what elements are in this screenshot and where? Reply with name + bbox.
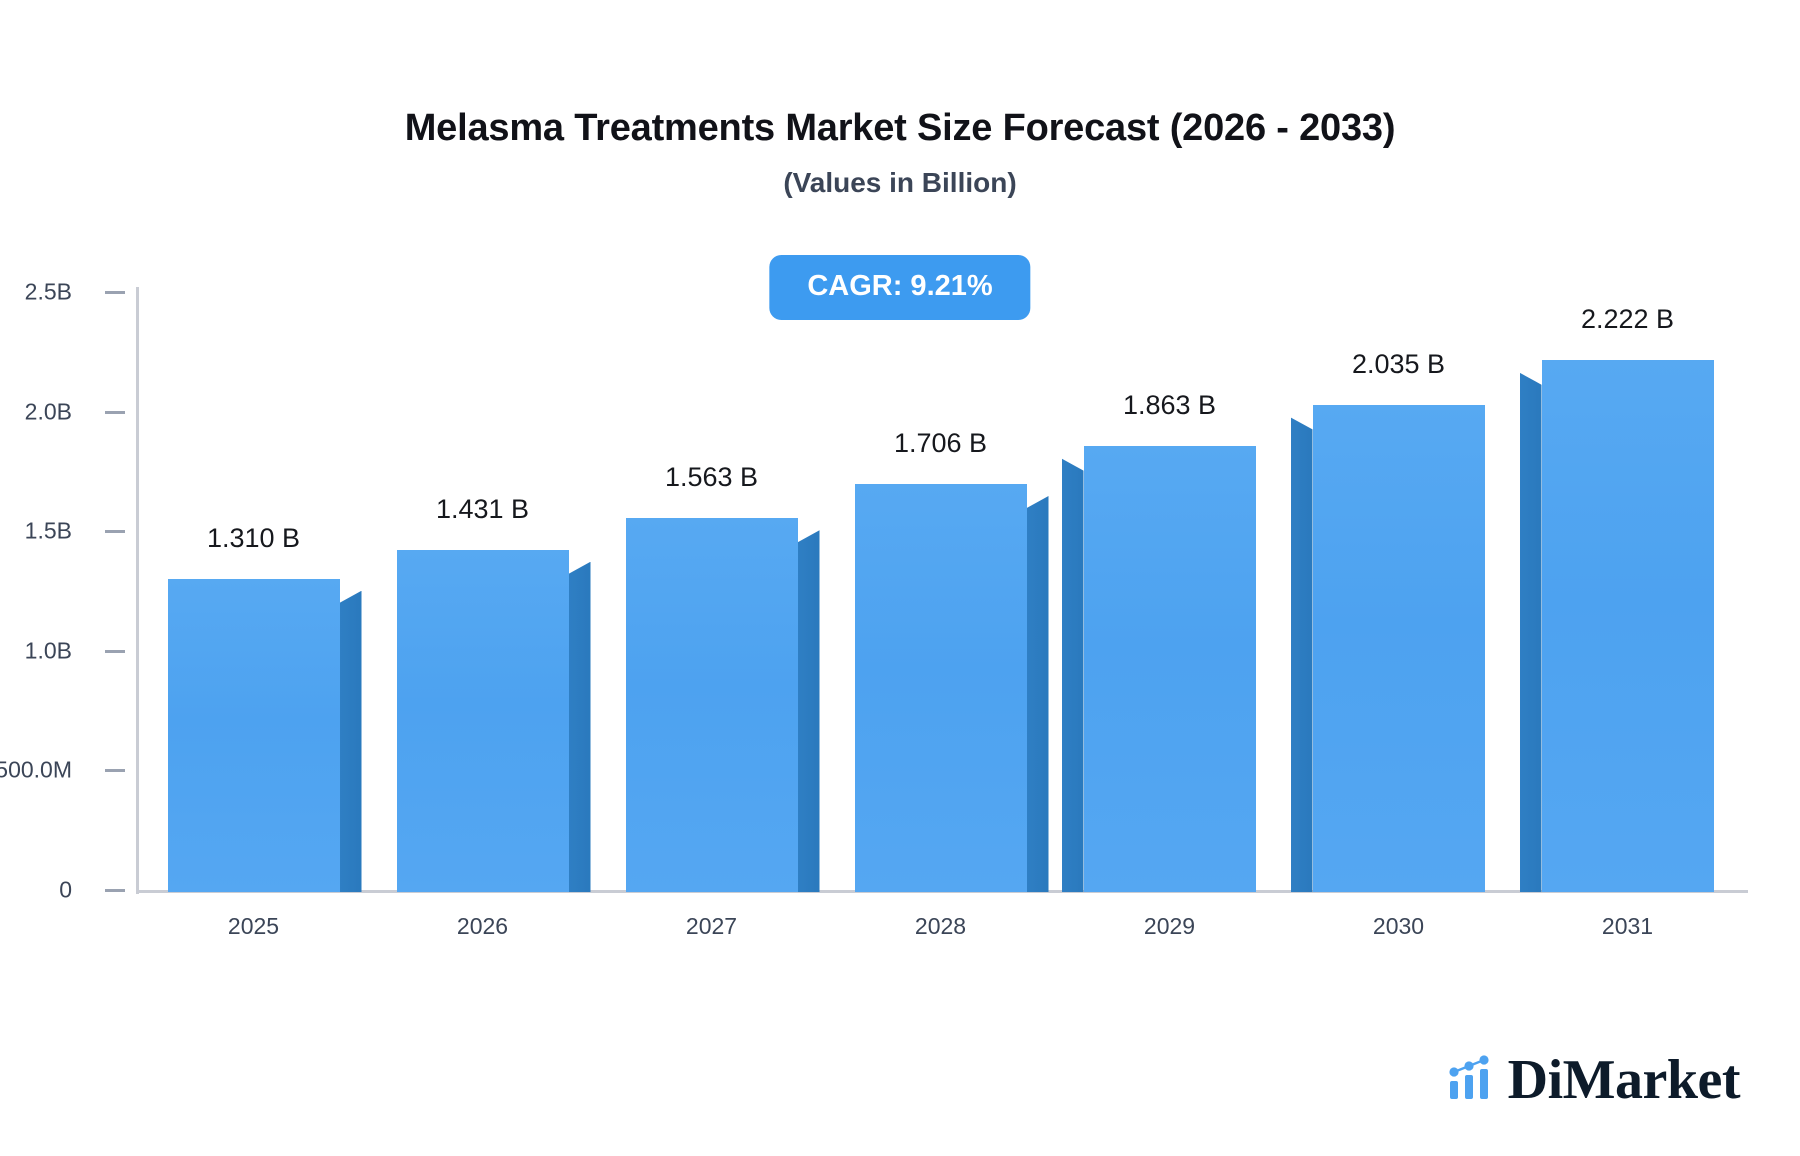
- x-axis-tick-label: 2029: [1143, 913, 1196, 939]
- y-axis-tick-label: 0: [59, 876, 72, 903]
- bar-value-label: 1.431 B: [435, 493, 530, 524]
- brand-logo: DiMarket: [1448, 1049, 1741, 1111]
- bar-column[interactable]: [1519, 358, 1714, 892]
- bar-front-face: [625, 518, 798, 892]
- x-axis-tick-label: 2025: [227, 913, 280, 939]
- bar-front-face: [1083, 446, 1256, 892]
- bar-side-face: [568, 561, 591, 892]
- bar-side-face: [1290, 417, 1313, 892]
- bar-side-face: [1061, 458, 1084, 892]
- y-axis-tick-mark: [105, 530, 125, 534]
- y-axis-tick-mark: [105, 410, 125, 414]
- y-axis-tick-label: 2.0B: [24, 398, 72, 425]
- bar-value-label: 1.310 B: [206, 522, 301, 553]
- bar-value-label: 1.563 B: [664, 462, 759, 493]
- bar-side-face: [1026, 496, 1049, 892]
- y-axis-tick-label: 2.5B: [24, 278, 72, 305]
- bar-front-face: [854, 483, 1027, 892]
- bar-column[interactable]: [396, 548, 591, 892]
- logo-text: DiMarket: [1507, 1049, 1741, 1111]
- bar-side-face: [339, 590, 362, 892]
- x-axis-tick-label: 2030: [1372, 913, 1425, 939]
- bar-column[interactable]: [1290, 403, 1485, 892]
- bar-column[interactable]: [625, 516, 820, 892]
- bar-value-label: 2.222 B: [1580, 304, 1675, 335]
- bar-chart-icon: [1448, 1054, 1494, 1106]
- bar-column[interactable]: [167, 577, 362, 892]
- x-axis-tick-label: 2031: [1601, 913, 1654, 939]
- bar-side-face: [797, 530, 820, 892]
- x-axis-tick-label: 2028: [914, 913, 967, 939]
- bar-front-face: [396, 549, 569, 892]
- x-axis-tick-label: 2026: [456, 913, 509, 939]
- y-axis-tick-mark: [105, 889, 125, 892]
- cagr-badge: CAGR: 9.21%: [769, 255, 1031, 320]
- bar-column[interactable]: [854, 482, 1049, 892]
- bar-side-face: [1519, 372, 1542, 892]
- y-axis-tick-mark: [105, 649, 125, 653]
- x-axis-tick-label: 2027: [685, 913, 738, 939]
- bar-column[interactable]: [1061, 444, 1256, 892]
- y-axis-tick-mark: [105, 769, 125, 773]
- bar-value-label: 1.863 B: [1122, 390, 1217, 421]
- y-axis-tick-label: 500.0M: [0, 756, 72, 783]
- bar-value-label: 1.706 B: [893, 427, 988, 458]
- y-axis-line: [136, 287, 139, 894]
- y-axis-tick-label: 1.5B: [24, 517, 72, 544]
- y-axis-tick-mark: [105, 291, 125, 294]
- bar-front-face: [1312, 405, 1485, 892]
- bar-value-label: 2.035 B: [1351, 349, 1446, 380]
- y-axis-tick-label: 1.0B: [24, 637, 72, 664]
- bar-front-face: [167, 578, 340, 892]
- bar-front-face: [1541, 360, 1714, 892]
